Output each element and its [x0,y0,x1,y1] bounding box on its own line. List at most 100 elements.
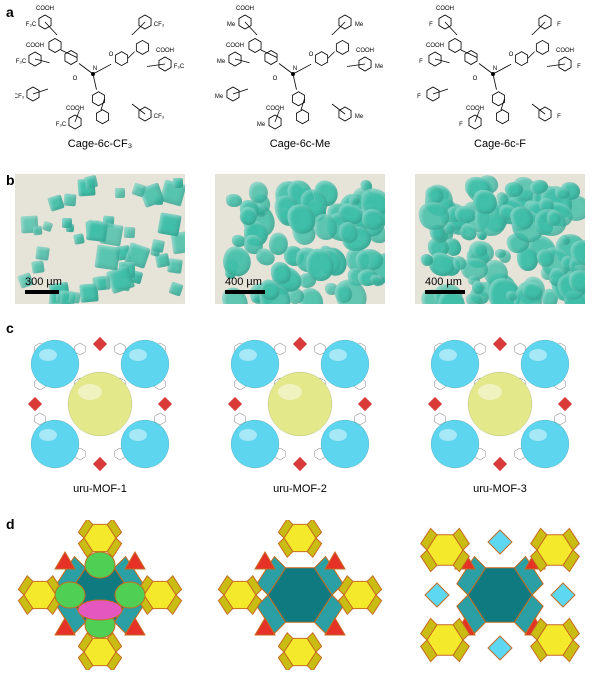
svg-text:F: F [429,22,433,28]
tiling-panel [200,520,400,680]
crystal [94,245,120,271]
scale-text: 400 µm [225,276,262,288]
row-a: COOH F₃C CF₃ COOH F₃C CF₃ COOH F₃C CF₃ COOH F₃C O O N… [0,4,600,164]
crystal [86,220,108,242]
svg-text:COOH: COOH [156,48,174,54]
svg-text:F: F [557,114,561,120]
svg-text:F₃C: F₃C [16,59,27,65]
svg-text:O: O [473,76,478,82]
svg-text:COOH: COOH [266,106,284,112]
mof-caption: uru-MOF-1 [73,483,127,495]
mof-panel: uru-MOF-2 [200,324,400,504]
svg-text:F: F [419,59,423,65]
svg-text:COOH: COOH [426,43,444,49]
scale-text: 400 µm [425,276,462,288]
svg-text:CF₃: CF₃ [154,22,165,28]
crystal [73,233,85,245]
chem-structure: COOHF₃CCF₃COOHF₃CCF₃COOHF₃CCF₃COOHF₃COON [15,4,185,134]
svg-text:COOH: COOH [436,6,454,12]
mof-structure [215,324,385,479]
chem-structure-panel: COOHFFCOOHFFCOOHFFCOOHFOONCage-6c-F [400,4,600,164]
svg-text:Me: Me [227,22,236,28]
svg-text:COOH: COOH [356,48,374,54]
svg-text:O: O [273,76,278,82]
mof-caption: uru-MOF-3 [473,483,527,495]
scale-bar: 400 µm [225,276,265,294]
micrograph: 400 µm [415,174,585,304]
svg-text:F₃C: F₃C [174,64,185,70]
svg-text:F: F [417,94,421,100]
crystal [95,275,111,291]
svg-text:O: O [509,52,514,58]
svg-text:Me: Me [215,94,224,100]
scale-bar: 400 µm [425,276,465,294]
mof-structure [15,324,185,479]
svg-text:CF₃: CF₃ [15,94,25,100]
crystal [472,189,497,215]
crystal [169,281,185,297]
svg-text:CF₃: CF₃ [154,114,165,120]
crystal [115,188,125,198]
crystal [167,258,183,274]
mof-panel: uru-MOF-1 [0,324,200,504]
svg-text:O: O [109,52,114,58]
scale-line [425,290,465,294]
mof-panel: uru-MOF-3 [400,324,600,504]
figure-multipanel: a COOHF₃CCF₃COOHF₃CCF₃COOHF₃CCF₃COOHF₃CO… [0,0,600,690]
crystal [151,239,165,253]
crystal [506,291,517,301]
svg-text:Me: Me [355,22,364,28]
micrograph: 400 µm [215,174,385,304]
crystal [455,206,476,223]
chem-structure-panel: COOHMeMeCOOHMeMeCOOHMeMeCOOHMeOONCage-6c… [200,4,400,164]
tiling-panel [400,520,600,680]
crystal [47,195,65,213]
svg-text:O: O [73,76,78,82]
scale-line [25,290,59,294]
crystal [64,193,77,206]
crystal [33,226,42,235]
crystal [157,212,182,237]
svg-text:COOH: COOH [66,106,84,112]
crystal [36,246,51,261]
svg-text:COOH: COOH [36,6,54,12]
svg-text:F: F [557,22,561,28]
polyhedra-tiling [215,520,385,670]
chem-caption: Cage-6c-CF₃ [68,138,132,150]
svg-text:F₃C: F₃C [56,122,67,128]
svg-text:COOH: COOH [26,43,44,49]
row-b: 300 µm 400 µm 400 µm [0,174,600,310]
scale-bar: 300 µm [25,276,62,294]
crystal [124,227,135,238]
scale-line [225,290,265,294]
micrograph-panel: 400 µm [200,174,400,310]
svg-text:F: F [459,122,463,128]
row-d [0,520,600,680]
chem-structure-panel: COOHF₃CCF₃COOHF₃CCF₃COOHF₃CCF₃COOHF₃COON… [0,4,200,164]
polyhedra-tiling [415,520,585,670]
micrograph-panel: 400 µm [400,174,600,310]
mof-structure [415,324,585,479]
polyhedra-tiling [15,520,185,670]
micrograph-panel: 300 µm [0,174,200,310]
svg-text:COOH: COOH [226,43,244,49]
tiling-panel [0,520,200,680]
svg-text:Me: Me [355,114,364,120]
chem-caption: Cage-6c-F [474,138,526,150]
crystal [69,291,81,303]
svg-text:COOH: COOH [556,48,574,54]
svg-text:N: N [293,66,297,72]
crystal [31,260,45,274]
crystal [62,218,72,228]
crystal [173,178,183,188]
chem-structure: COOHFFCOOHFFCOOHFFCOOHFOON [415,4,585,134]
svg-text:F₃C: F₃C [26,22,37,28]
svg-text:COOH: COOH [236,6,254,12]
crystal [225,194,241,207]
chem-structure: COOHMeMeCOOHMeMeCOOHMeMeCOOHMeOON [215,4,385,134]
svg-text:O: O [309,52,314,58]
svg-text:N: N [493,66,497,72]
svg-text:Me: Me [375,64,384,70]
scale-text: 300 µm [25,276,62,288]
svg-text:Me: Me [257,122,266,128]
